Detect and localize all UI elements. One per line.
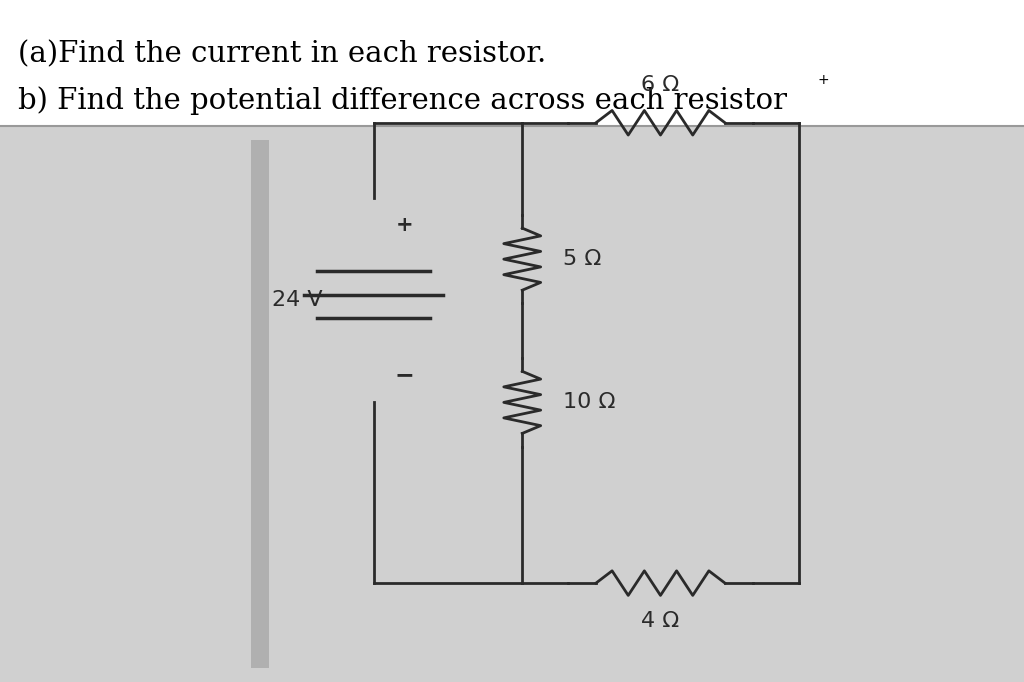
Text: 10 Ω: 10 Ω: [563, 392, 615, 413]
Text: 24 V: 24 V: [271, 290, 323, 310]
Text: −: −: [394, 363, 415, 387]
Text: 5 Ω: 5 Ω: [563, 249, 601, 269]
Text: +: +: [395, 215, 414, 235]
Bar: [0, 0, 1024, 126]
Bar: [251, 140, 269, 668]
Text: 6 Ω: 6 Ω: [641, 75, 680, 95]
Text: 4 Ω: 4 Ω: [641, 610, 680, 631]
Text: (a)Find the current in each resistor.: (a)Find the current in each resistor.: [18, 40, 547, 69]
Text: b) Find the potential difference across each resistor: b) Find the potential difference across …: [18, 86, 787, 115]
Text: +: +: [817, 73, 828, 87]
